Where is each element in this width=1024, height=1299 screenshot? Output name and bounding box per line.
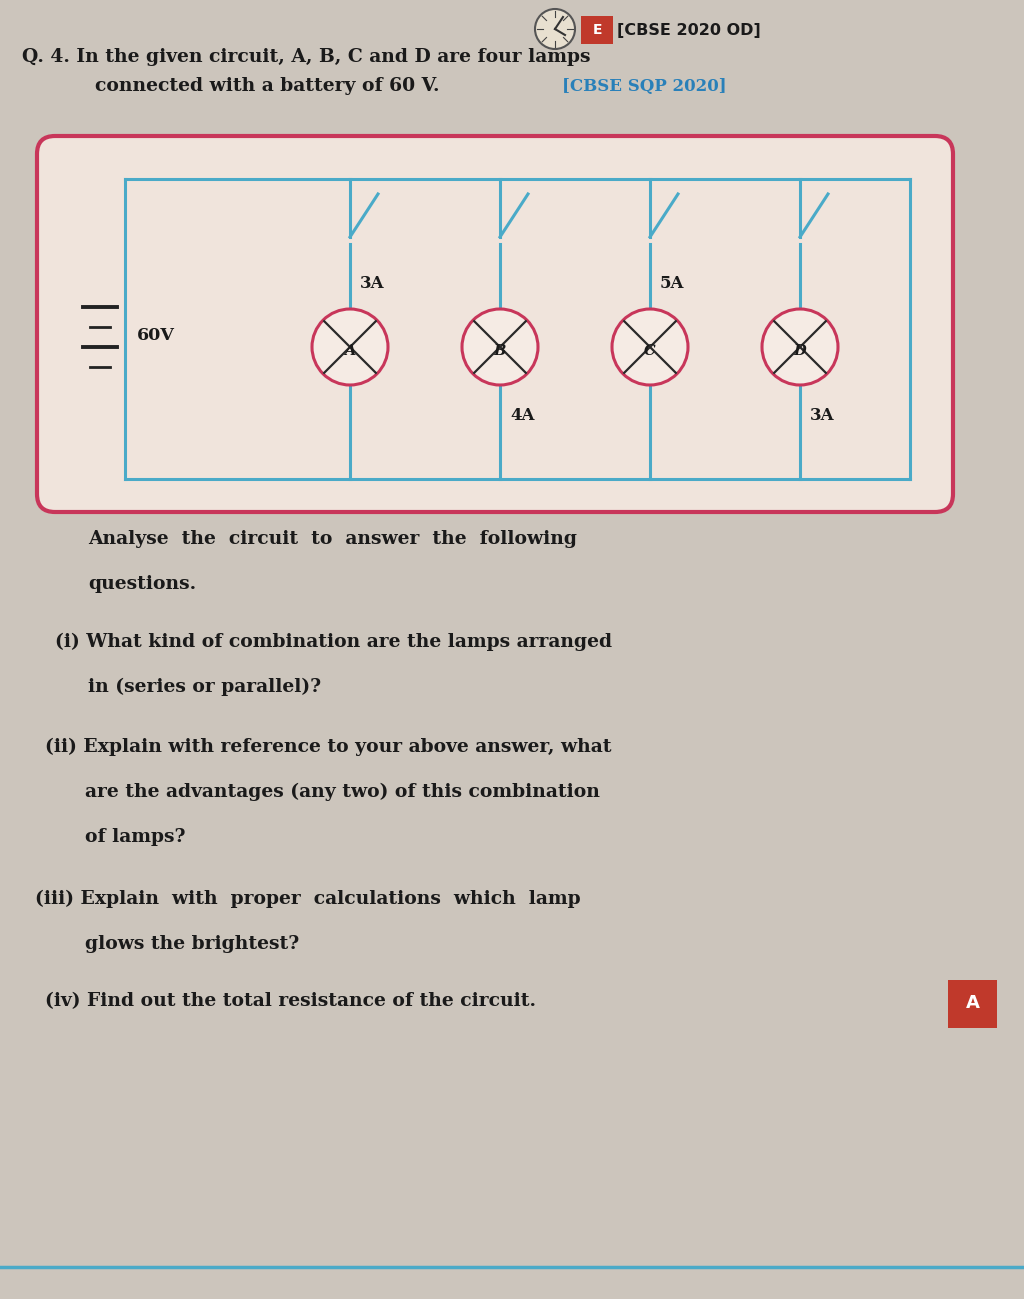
Text: D: D	[794, 344, 806, 359]
Text: [CBSE 2020 OD]: [CBSE 2020 OD]	[617, 22, 761, 38]
FancyBboxPatch shape	[37, 136, 953, 512]
Text: 3A: 3A	[360, 274, 385, 291]
Text: A: A	[344, 344, 355, 359]
Text: 4A: 4A	[510, 407, 535, 423]
Text: 3A: 3A	[810, 407, 835, 423]
Text: questions.: questions.	[88, 575, 197, 594]
Text: E: E	[592, 23, 602, 36]
Text: (i) What kind of combination are the lamps arranged: (i) What kind of combination are the lam…	[55, 633, 612, 651]
Text: in (series or parallel)?: in (series or parallel)?	[88, 677, 322, 696]
Text: are the advantages (any two) of this combination: are the advantages (any two) of this com…	[85, 782, 600, 800]
Text: (iv) Find out the total resistance of the circuit.: (iv) Find out the total resistance of th…	[45, 992, 536, 1011]
FancyBboxPatch shape	[581, 16, 613, 44]
Text: 5A: 5A	[660, 274, 684, 291]
Text: glows the brightest?: glows the brightest?	[85, 935, 299, 953]
Text: A: A	[966, 995, 979, 1012]
FancyBboxPatch shape	[948, 979, 997, 1028]
Circle shape	[535, 9, 575, 49]
Text: (ii) Explain with reference to your above answer, what: (ii) Explain with reference to your abov…	[45, 738, 611, 756]
Circle shape	[312, 309, 388, 385]
Circle shape	[612, 309, 688, 385]
Circle shape	[762, 309, 838, 385]
Text: connected with a battery of 60 V.: connected with a battery of 60 V.	[95, 77, 439, 95]
Text: of lamps?: of lamps?	[85, 829, 185, 847]
Text: C: C	[644, 344, 655, 359]
Text: Analyse  the  circuit  to  answer  the  following: Analyse the circuit to answer the follow…	[88, 530, 577, 548]
Text: 60V: 60V	[137, 326, 175, 343]
Text: (iii) Explain  with  proper  calculations  which  lamp: (iii) Explain with proper calculations w…	[35, 890, 581, 908]
Text: Q. 4. In the given circuit, A, B, C and D are four lamps: Q. 4. In the given circuit, A, B, C and …	[22, 48, 591, 66]
Text: B: B	[494, 344, 506, 359]
Circle shape	[462, 309, 538, 385]
Text: [CBSE SQP 2020]: [CBSE SQP 2020]	[562, 78, 727, 95]
